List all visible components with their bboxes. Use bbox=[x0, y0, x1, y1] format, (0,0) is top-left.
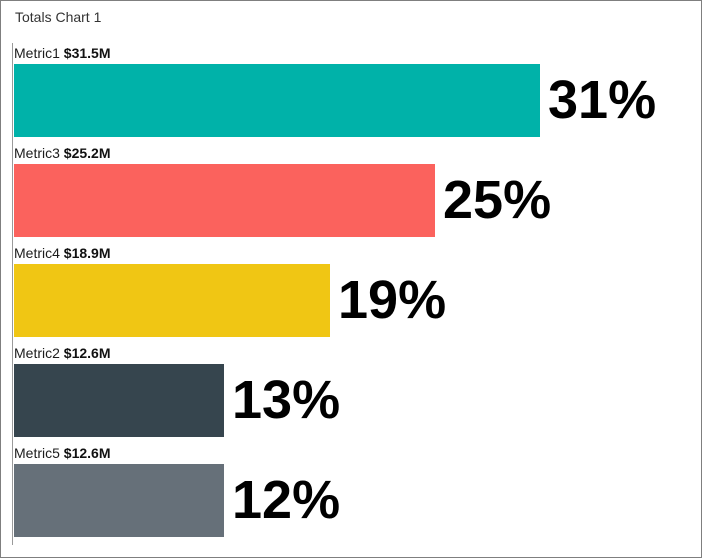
category-label: Metric3 bbox=[14, 145, 60, 161]
bar-row: Metric2 $12.6M 13% bbox=[14, 343, 697, 443]
chart-title: Totals Chart 1 bbox=[15, 9, 102, 25]
bar[interactable] bbox=[14, 364, 224, 437]
bar-track: 19% bbox=[14, 264, 697, 337]
value-label: $25.2M bbox=[63, 145, 111, 161]
percent-label: 13% bbox=[232, 370, 341, 430]
bar-track: 13% bbox=[14, 364, 697, 437]
percent-label: 25% bbox=[443, 170, 552, 230]
bar-label: Metric2 $12.6M bbox=[14, 343, 697, 364]
percent-label: 12% bbox=[232, 470, 341, 530]
bar-track: 31% bbox=[14, 64, 697, 137]
bar-track: 25% bbox=[14, 164, 697, 237]
bar-row: Metric5 $12.6M 12% bbox=[14, 443, 697, 543]
bar-label: Metric1 $31.5M bbox=[14, 43, 697, 64]
category-label: Metric1 bbox=[14, 45, 60, 61]
category-label: Metric5 bbox=[14, 445, 60, 461]
bar-label: Metric5 $12.6M bbox=[14, 443, 697, 464]
percent-label: 19% bbox=[338, 270, 447, 330]
value-label: $12.6M bbox=[63, 345, 111, 361]
bar-track: 12% bbox=[14, 464, 697, 537]
value-label: $31.5M bbox=[63, 45, 111, 61]
bar[interactable] bbox=[14, 164, 435, 237]
bar-row: Metric4 $18.9M 19% bbox=[14, 243, 697, 343]
bar-label: Metric4 $18.9M bbox=[14, 243, 697, 264]
bar-row: Metric1 $31.5M 31% bbox=[14, 43, 697, 143]
bar[interactable] bbox=[14, 64, 540, 137]
bar-label: Metric3 $25.2M bbox=[14, 143, 697, 164]
bar[interactable] bbox=[14, 264, 330, 337]
value-label: $12.6M bbox=[63, 445, 111, 461]
bar[interactable] bbox=[14, 464, 224, 537]
category-label: Metric2 bbox=[14, 345, 60, 361]
bar-row: Metric3 $25.2M 25% bbox=[14, 143, 697, 243]
percent-label: 31% bbox=[548, 70, 657, 130]
category-label: Metric4 bbox=[14, 245, 60, 261]
plot-area: Metric1 $31.5M 31% Metric3 $25.2M 25% bbox=[12, 43, 697, 545]
value-label: $18.9M bbox=[63, 245, 111, 261]
